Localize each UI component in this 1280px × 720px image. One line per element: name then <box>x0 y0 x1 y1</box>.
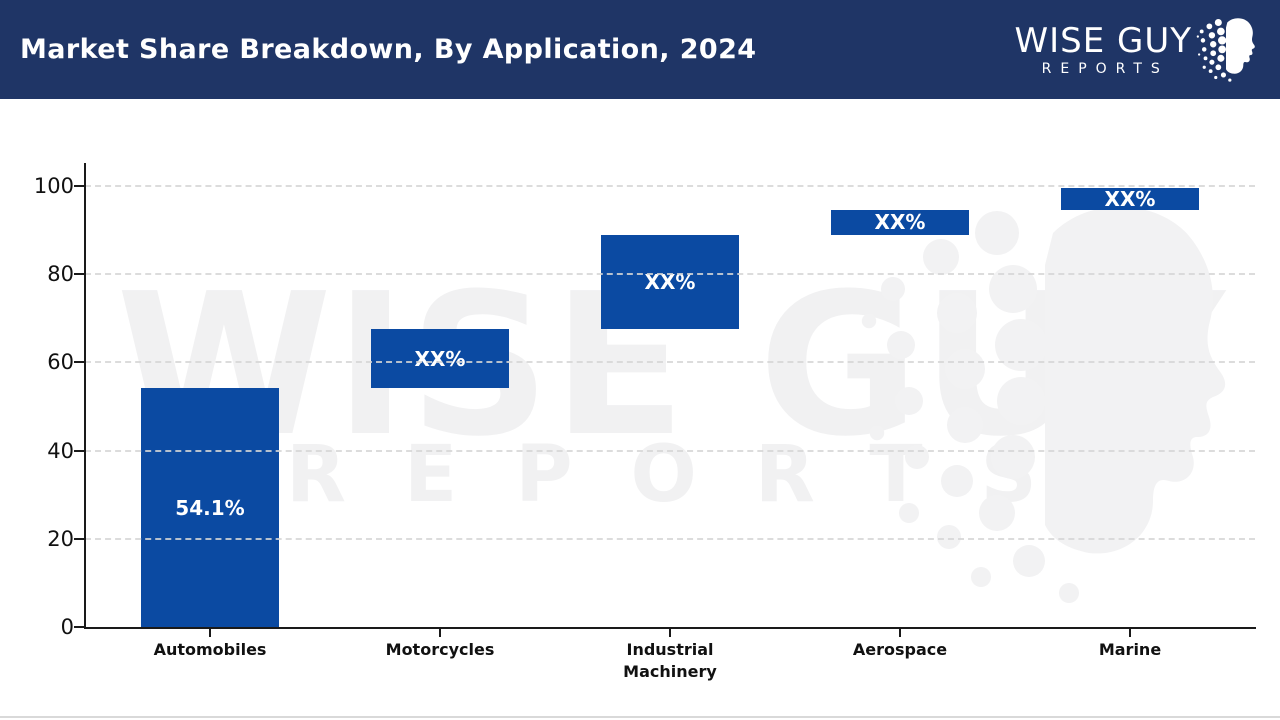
x-tick-mark <box>899 629 901 637</box>
y-tick-label: 80 <box>47 262 74 287</box>
category-label: Industrial Machinery <box>623 640 717 681</box>
page-title: Market Share Breakdown, By Application, … <box>20 34 757 65</box>
brand-tagline: REPORTS <box>1041 60 1169 77</box>
bar-motorcycles: XX% <box>371 328 509 389</box>
y-axis-line <box>84 163 86 629</box>
bar-marine: XX% <box>1061 187 1199 211</box>
watermark-dot-head-icon <box>845 185 1245 625</box>
category-label: Automobiles <box>153 640 267 659</box>
gridline-60 <box>85 361 1255 364</box>
y-tick-label: 60 <box>47 350 74 375</box>
x-tick-mark <box>1129 629 1131 637</box>
bar-automobiles: 54.1% <box>141 388 279 627</box>
bar-value-label-motorcycles: XX% <box>414 346 466 371</box>
x-axis-line <box>84 627 1256 629</box>
x-tick-mark <box>669 629 671 637</box>
bottom-divider <box>0 716 1280 718</box>
category-label: Aerospace <box>852 640 948 659</box>
brand-name: WISE GUY <box>1014 20 1192 61</box>
gridline-80 <box>85 273 1255 276</box>
y-tick-mark <box>74 449 84 452</box>
y-tick-label: 100 <box>33 174 74 198</box>
x-tick-mark <box>439 629 441 637</box>
y-tick-label: 40 <box>47 438 74 463</box>
category-label: Marine <box>1098 640 1162 659</box>
brand-logo: WISE GUY REPORTS <box>1014 13 1258 87</box>
bar-aerospace: XX% <box>831 209 969 235</box>
x-tick-mark <box>209 629 211 637</box>
bar-value-label-automobiles: 54.1% <box>175 495 245 520</box>
bar-value-label-marine: XX% <box>1104 187 1156 211</box>
y-tick-label: 20 <box>47 526 74 551</box>
y-tick-mark <box>74 185 84 187</box>
gridline-40 <box>85 449 1255 452</box>
gridline-20 <box>85 537 1255 540</box>
bar-value-label-aerospace: XX% <box>874 210 926 235</box>
y-tick-label: 0 <box>60 615 74 639</box>
gridline-100 <box>85 185 1255 187</box>
brand-logo-text: WISE GUY REPORTS <box>1014 24 1192 76</box>
category-label: Motorcycles <box>385 640 495 659</box>
bar-industrial-machinery: XX% <box>601 234 739 329</box>
header-bar: Market Share Breakdown, By Application, … <box>0 0 1280 99</box>
y-tick-mark <box>74 273 84 276</box>
y-tick-mark <box>74 361 84 364</box>
y-tick-mark <box>74 537 84 540</box>
y-tick-mark <box>74 626 84 628</box>
